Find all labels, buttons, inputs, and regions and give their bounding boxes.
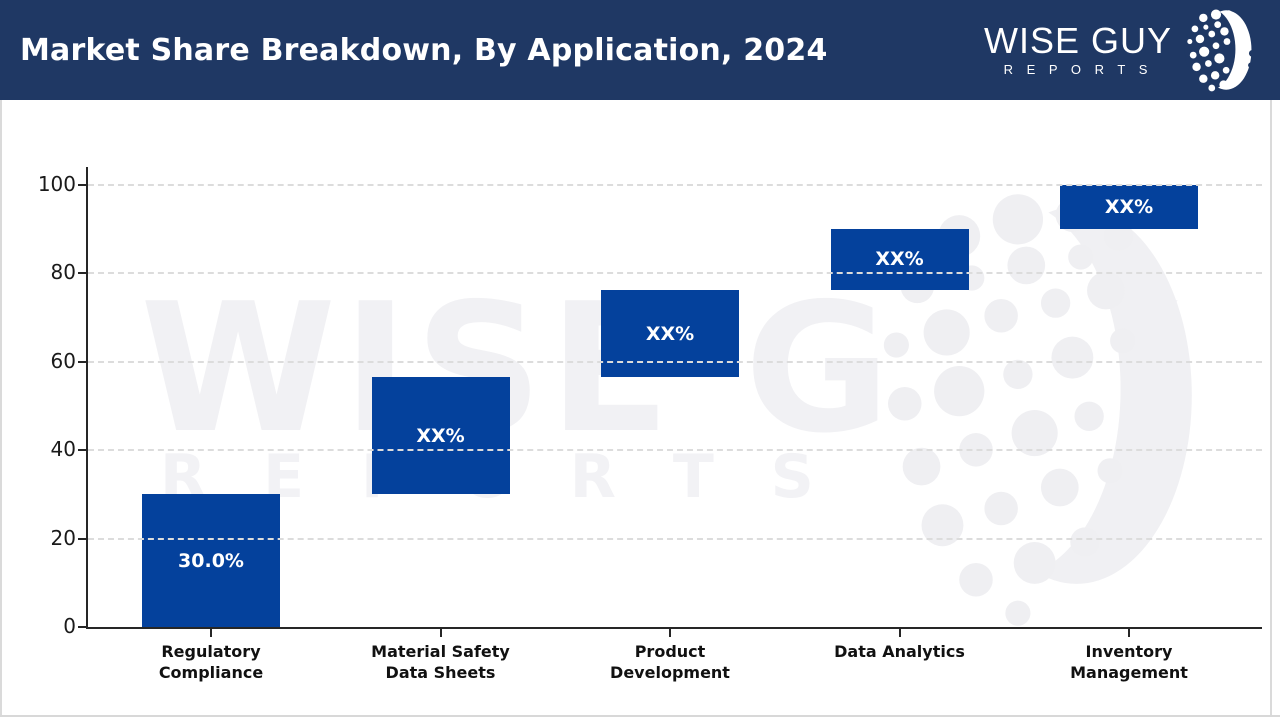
gridline-y20 (88, 537, 1262, 540)
bar-value-label: XX% (416, 424, 465, 447)
gridline-y60 (88, 360, 1262, 363)
x-axis-tick (439, 629, 442, 637)
bar-value-label: XX% (875, 248, 924, 271)
y-axis-tick (78, 184, 86, 186)
y-tick-label: 40 (50, 437, 76, 462)
y-axis-tick (78, 360, 86, 363)
y-axis-tick (78, 626, 86, 628)
x-category-line: Regulatory (161, 642, 261, 661)
waterfall-bar-5: XX% (1060, 185, 1198, 230)
header: Market Share Breakdown, By Application, … (0, 0, 1280, 100)
x-category-line: Compliance (158, 663, 264, 682)
y-axis-tick (78, 537, 86, 540)
brand-subname: R E P O R T S (1003, 62, 1153, 77)
x-category-label: Product Development (555, 641, 785, 683)
brand-head-icon (1184, 8, 1254, 92)
x-category-line: Management (1070, 663, 1188, 682)
x-category-label: Data Analytics (785, 641, 1015, 662)
y-tick-label: 20 (50, 525, 76, 550)
x-category-line: Data Sheets (385, 663, 496, 682)
y-axis-line (86, 167, 88, 629)
gridline-y40 (88, 449, 1262, 452)
x-category-label: Inventory Management (1014, 641, 1244, 683)
chart-area: WISE GUY R E P O R T S 02040608010030.0%… (0, 100, 1280, 720)
x-axis-tick (669, 629, 671, 637)
waterfall-bar-2: XX% (371, 377, 510, 495)
x-category-label: Regulatory Compliance (96, 641, 326, 683)
gridline-y100 (88, 184, 1262, 186)
content-border-left (0, 100, 2, 716)
y-tick-label: 100 (37, 172, 76, 196)
waterfall-bar-1: 30.0% (142, 494, 280, 627)
y-tick-label: 80 (50, 260, 76, 285)
content-border-bottom (0, 715, 1280, 717)
x-axis-tick (210, 629, 212, 637)
waterfall-bar-3: XX% (601, 289, 739, 378)
bar-value-label: XX% (1104, 196, 1154, 219)
brand-name: WISE GUY (983, 20, 1172, 61)
x-category-line: Inventory (1085, 642, 1173, 661)
content-border-right (1270, 100, 1272, 716)
gridline-y80 (88, 272, 1262, 275)
x-category-line: Development (610, 663, 730, 682)
x-axis-tick (1128, 629, 1130, 637)
brand-logo-text: WISE GUY R E P O R T S (983, 20, 1172, 78)
x-axis-line (86, 627, 1262, 629)
y-tick-label: 0 (63, 614, 76, 638)
y-axis-tick (78, 272, 86, 275)
bar-value-label: 30.0% (178, 549, 244, 572)
bar-value-label: XX% (645, 322, 695, 345)
y-tick-label: 60 (50, 348, 76, 373)
y-axis-tick (78, 449, 86, 452)
waterfall-bar-4: XX% (830, 229, 969, 290)
x-category-line: Product (634, 642, 706, 661)
x-category-label: Material Safety Data Sheets (326, 641, 556, 683)
brand-logo: WISE GUY R E P O R T S (984, 7, 1254, 93)
x-axis-tick (898, 629, 901, 637)
x-category-line: Data Analytics (834, 642, 965, 661)
x-category-line: Material Safety (371, 642, 510, 661)
page-title: Market Share Breakdown, By Application, … (20, 32, 828, 68)
watermark-head-icon (883, 194, 1192, 626)
